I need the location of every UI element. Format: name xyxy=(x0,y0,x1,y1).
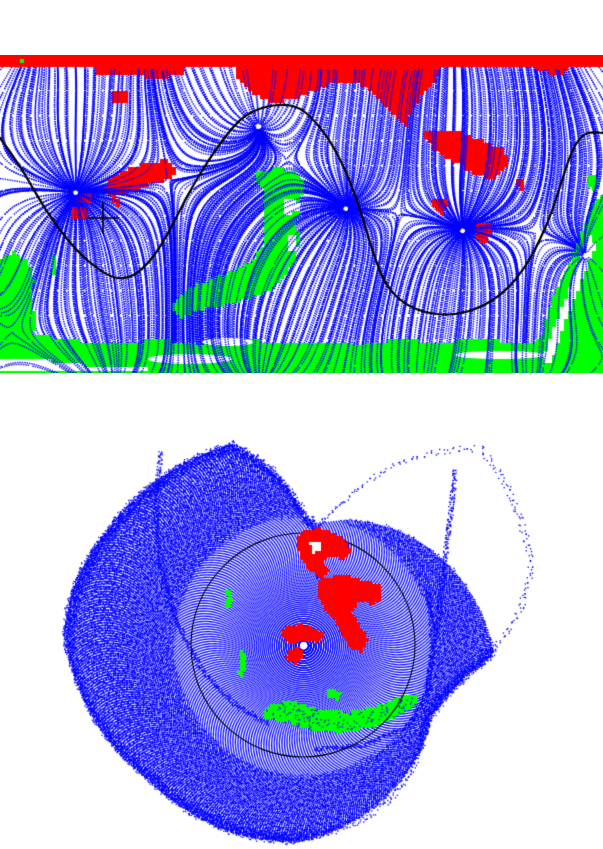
polar-projection-panel xyxy=(0,419,603,849)
synoptic-map-panel xyxy=(0,55,603,373)
